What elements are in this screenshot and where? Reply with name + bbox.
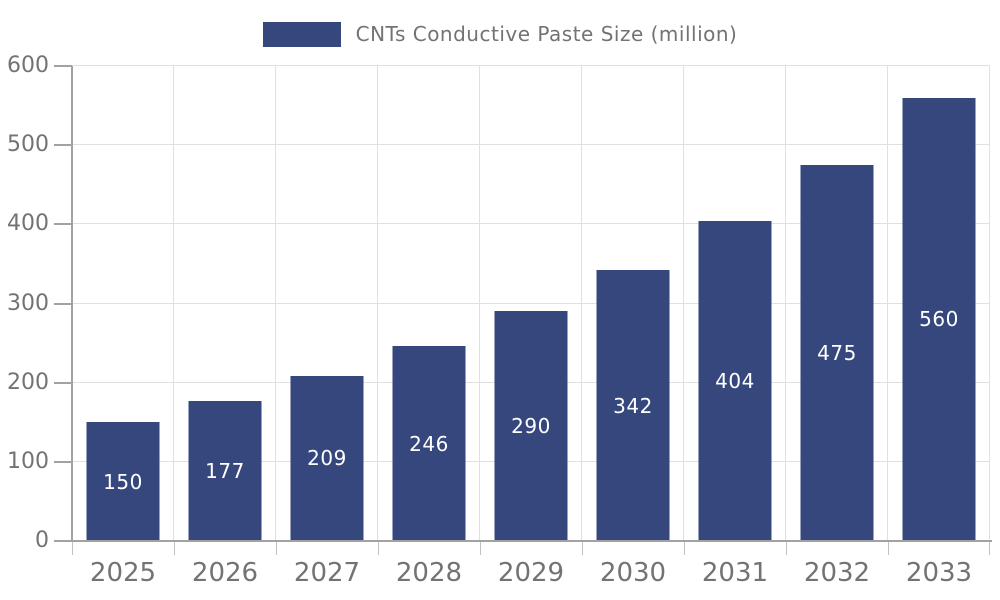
- y-tick-label: 100: [7, 448, 49, 474]
- y-tick-label: 600: [7, 53, 49, 78]
- x-tick-label: 2028: [395, 558, 463, 588]
- v-gridline: [274, 66, 276, 541]
- x-tick-mark: [989, 541, 990, 555]
- bar[interactable]: 209: [290, 375, 364, 541]
- y-tick-mark: [54, 460, 72, 463]
- y-axis: 0 100 200 300 400 500 600: [0, 55, 72, 552]
- h-gridline: [72, 223, 990, 225]
- y-tick-mark: [54, 540, 72, 542]
- bar[interactable]: 290: [494, 311, 568, 541]
- x-tick-label: 2033: [905, 558, 973, 588]
- x-tick-mark: [887, 541, 889, 555]
- x-tick-mark: [377, 541, 379, 555]
- bar-value-label: 290: [511, 414, 551, 439]
- x-tick-mark: [683, 541, 685, 555]
- x-tick-mark: [786, 541, 787, 555]
- x-tick-label: 2029: [497, 558, 565, 588]
- y-tick-mark: [54, 65, 72, 67]
- y-tick-mark: [54, 223, 72, 226]
- y-tick-label: 200: [7, 369, 49, 395]
- x-tick-label: 2030: [599, 558, 667, 588]
- v-gridline: [376, 66, 378, 541]
- v-gridline: [682, 66, 684, 541]
- x-tick-label: 2032: [803, 558, 871, 588]
- bar[interactable]: 475: [800, 164, 874, 541]
- x-tick-mark: [173, 541, 175, 555]
- legend-label: CNTs Conductive Paste Size (million): [355, 22, 738, 46]
- y-tick-mark: [54, 381, 72, 384]
- y-axis-line: [71, 66, 73, 541]
- bar[interactable]: 177: [188, 400, 262, 541]
- x-tick-mark: [582, 541, 583, 555]
- v-gridline: [785, 66, 786, 541]
- legend-swatch: [262, 21, 341, 47]
- bar[interactable]: 342: [596, 270, 670, 541]
- x-tick-mark: [479, 541, 481, 555]
- x-tick-mark: [275, 541, 277, 555]
- y-tick-label: 500: [7, 132, 49, 158]
- x-tick-label: 2027: [293, 558, 361, 588]
- h-gridline: [72, 144, 990, 146]
- bar-value-label: 177: [205, 458, 245, 483]
- h-gridline: [72, 65, 990, 66]
- bar[interactable]: 150: [86, 422, 160, 541]
- x-tick-label: 2025: [89, 558, 157, 588]
- bar[interactable]: 246: [392, 346, 466, 541]
- bar-value-label: 342: [613, 393, 653, 418]
- x-axis-line: [71, 540, 992, 542]
- plot-area: 150 177 209 246 290 342 404 475 560: [72, 65, 990, 555]
- x-axis-labels: 2025 2026 2027 2028 2029 2030 2031 2032 2033: [72, 558, 990, 590]
- x-tick-mark: [72, 541, 73, 555]
- v-gridline: [886, 66, 888, 541]
- v-gridline: [172, 66, 174, 541]
- legend-item[interactable]: CNTs Conductive Paste Size (million): [0, 19, 1000, 49]
- x-tick-label: 2031: [701, 558, 769, 588]
- bar-value-label: 150: [103, 469, 143, 494]
- y-tick-label: 300: [7, 290, 49, 316]
- v-gridline: [478, 66, 480, 541]
- y-tick-mark: [54, 302, 72, 305]
- y-tick-label: 0: [35, 528, 49, 553]
- y-tick-label: 400: [7, 211, 49, 237]
- x-tick-label: 2026: [191, 558, 259, 588]
- bar-value-label: 475: [817, 340, 857, 365]
- bar-value-label: 560: [919, 307, 959, 332]
- bar-value-label: 404: [715, 369, 755, 394]
- bar-value-label: 209: [307, 446, 347, 471]
- bar-value-label: 246: [409, 431, 449, 456]
- y-tick-mark: [54, 144, 72, 147]
- v-gridline: [989, 66, 990, 541]
- h-gridline: [72, 302, 990, 304]
- v-gridline: [581, 66, 582, 541]
- bar[interactable]: 560: [902, 97, 976, 541]
- bar[interactable]: 404: [698, 221, 772, 541]
